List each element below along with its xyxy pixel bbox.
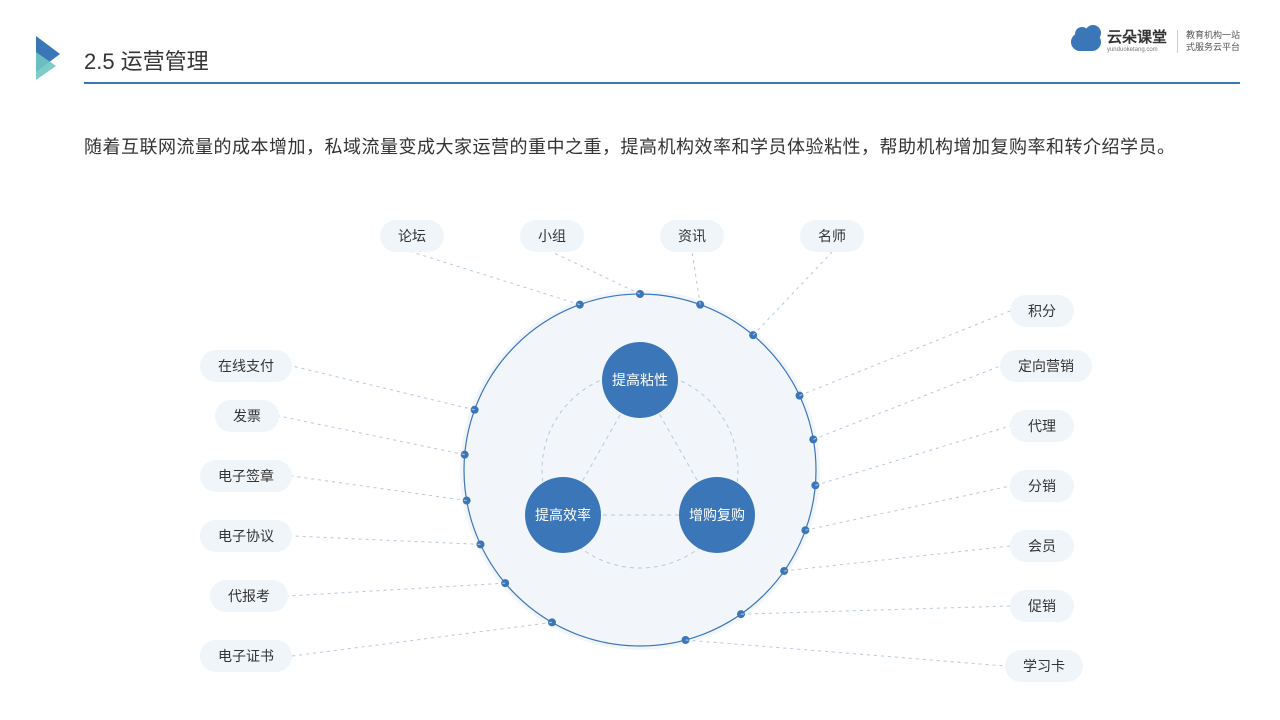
- diagram-label-member: 会员: [1010, 530, 1074, 562]
- diagram-label-agent: 代理: [1010, 410, 1074, 442]
- diagram-label-group: 小组: [520, 220, 584, 252]
- diagram-connectors: [0, 200, 1280, 720]
- brand-domain: yunduoketang.com: [1107, 47, 1167, 53]
- brand-tagline-line1: 教育机构一站: [1186, 30, 1240, 42]
- diagram-label-forum: 论坛: [380, 220, 444, 252]
- brand-name: 云朵课堂: [1107, 30, 1167, 45]
- brand-tagline-line2: 式服务云平台: [1186, 42, 1240, 54]
- brand-text: 云朵课堂 yunduoketang.com: [1107, 30, 1167, 53]
- diagram-label-pay: 在线支付: [200, 350, 292, 382]
- diagram-label-exam: 代报考: [210, 580, 288, 612]
- section-number: 2.5: [84, 49, 115, 75]
- diagram-label-teacher: 名师: [800, 220, 864, 252]
- brand-tagline: 教育机构一站 式服务云平台: [1177, 30, 1240, 53]
- diagram-label-news: 资讯: [660, 220, 724, 252]
- diagram-label-distrib: 分销: [1010, 470, 1074, 502]
- description-text: 随着互联网流量的成本增加，私域流量变成大家运营的重中之重，提高机构效率和学员体验…: [84, 130, 1220, 164]
- diagram-label-contract: 电子协议: [200, 520, 292, 552]
- hub-node-efficiency: 提高效率: [525, 477, 601, 553]
- section-title: 运营管理: [121, 44, 209, 76]
- diagram-label-target: 定向营销: [1000, 350, 1092, 382]
- hub-node-stickiness: 提高粘性: [602, 342, 678, 418]
- page-title: 2.5 运营管理: [84, 44, 209, 76]
- slide: 2.5 运营管理 云朵课堂 yunduoketang.com 教育机构一站 式服…: [0, 0, 1280, 720]
- title-underline: [84, 82, 1240, 84]
- diagram-label-card: 学习卡: [1005, 650, 1083, 682]
- brand-logo: 云朵课堂 yunduoketang.com 教育机构一站 式服务云平台: [1071, 30, 1240, 53]
- cloud-icon: [1071, 33, 1101, 51]
- hub-node-repurchase: 增购复购: [679, 477, 755, 553]
- diagram-label-invoice: 发票: [215, 400, 279, 432]
- diagram-label-seal: 电子签章: [200, 460, 292, 492]
- operations-diagram: 论坛 小组 资讯 名师在线支付发票电子签章电子协议代报考电子证书 积分定向营销代理分销会…: [0, 200, 1280, 720]
- diagram-label-cert: 电子证书: [200, 640, 292, 672]
- header-triangle-secondary-icon: [36, 52, 56, 80]
- diagram-label-promo: 促销: [1010, 590, 1074, 622]
- diagram-label-points: 积分: [1010, 295, 1074, 327]
